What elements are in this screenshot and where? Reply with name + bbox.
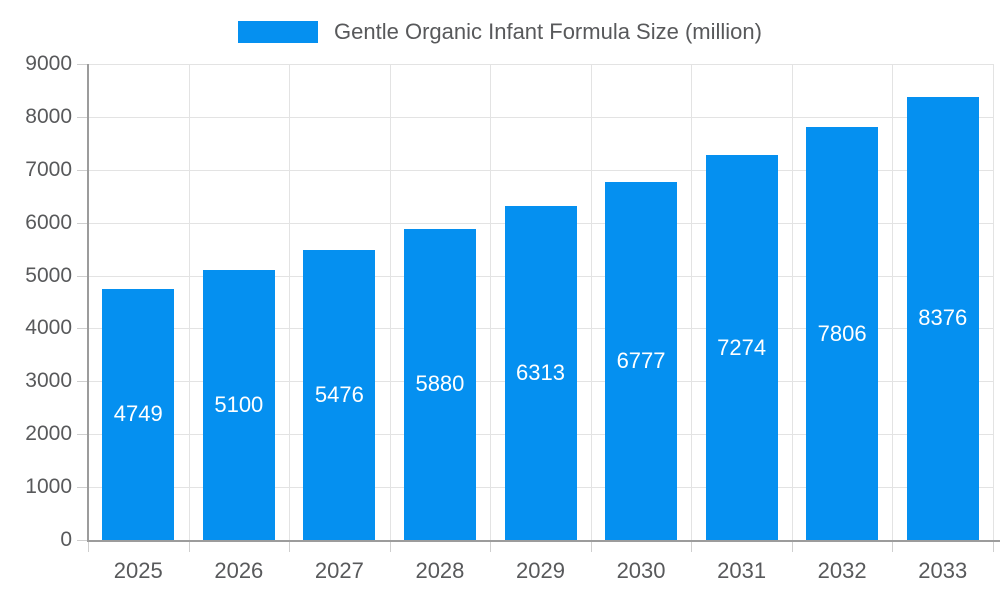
bar: 5880	[403, 229, 476, 540]
bar-value-label: 7806	[817, 320, 867, 346]
bar-value-label: 5880	[415, 371, 465, 397]
y-axis-tick	[77, 540, 87, 541]
bar: 5476	[303, 250, 376, 540]
bar-value-label: 4749	[113, 401, 163, 427]
x-axis-tick	[490, 542, 492, 552]
x-axis-label: 2031	[717, 558, 767, 583]
y-axis-tick	[77, 116, 87, 118]
x-axis-label: 2033	[918, 558, 968, 583]
plot-area: 0 1000 2000 3000 4000 5000 6000 7000 8000 9000 474…	[25, 52, 1000, 583]
legend-swatch	[238, 21, 319, 43]
x-axis-label: 2028	[415, 558, 465, 583]
bar-value-label: 6777	[616, 347, 666, 373]
y-axis-line	[87, 64, 89, 540]
bar-value-label: 6313	[516, 360, 565, 386]
y-axis-label: 7000	[25, 157, 72, 181]
x-gridline	[590, 64, 592, 540]
bar-value-label: 5476	[314, 382, 364, 408]
bar-value-label: 5100	[214, 392, 264, 418]
x-axis-label: 2027	[314, 558, 364, 583]
bar: 4749	[102, 288, 175, 540]
y-gridline	[88, 169, 993, 171]
y-axis-tick	[77, 275, 87, 277]
y-axis-label: 6000	[25, 210, 72, 234]
bar-value-label: 8376	[918, 305, 968, 331]
y-axis-label: 3000	[25, 369, 72, 393]
x-gridline	[691, 64, 693, 540]
x-axis-label: 2029	[516, 558, 565, 583]
x-axis-tick	[389, 542, 391, 552]
y-axis-label: 4000	[25, 316, 72, 340]
y-axis-label: 5000	[25, 263, 72, 287]
bar-value-label: 7274	[717, 334, 767, 360]
x-axis-tick	[88, 542, 89, 552]
x-axis-tick	[289, 542, 291, 552]
bar: 8376	[906, 97, 979, 540]
x-axis-tick	[791, 542, 793, 552]
bar: 6777	[605, 181, 678, 540]
bar: 7274	[705, 155, 778, 540]
x-gridline	[892, 64, 894, 540]
x-axis-line	[87, 540, 1000, 542]
x-gridline	[791, 64, 793, 540]
x-axis-tick	[188, 542, 190, 552]
bar: 5100	[202, 270, 275, 540]
x-gridline	[993, 64, 994, 540]
chart-legend: Gentle Organic Infant Formula Size (mill…	[0, 14, 1000, 50]
bar: 7806	[806, 127, 879, 540]
x-axis-tick	[590, 542, 592, 552]
y-axis-label: 2000	[25, 422, 72, 446]
legend-label: Gentle Organic Infant Formula Size (mill…	[334, 19, 762, 44]
y-gridline	[88, 64, 993, 65]
x-axis-tick	[993, 542, 994, 552]
bar: 6313	[504, 206, 577, 540]
x-axis-tick	[691, 542, 693, 552]
y-axis-label: 9000	[25, 52, 72, 75]
y-axis-label: 1000	[25, 475, 72, 499]
x-gridline	[490, 64, 492, 540]
x-axis-label: 2030	[616, 558, 666, 583]
x-axis-label: 2026	[214, 558, 264, 583]
x-gridline	[188, 64, 190, 540]
x-axis-label: 2032	[817, 558, 867, 583]
y-axis-label: 0	[60, 528, 72, 551]
y-axis-tick	[77, 434, 87, 436]
y-axis-tick	[77, 381, 87, 383]
y-axis-tick	[77, 328, 87, 330]
y-axis-tick	[77, 487, 87, 489]
x-axis-tick	[892, 542, 894, 552]
y-gridline	[88, 116, 993, 118]
x-axis-label: 2025	[113, 558, 163, 583]
x-gridline	[289, 64, 291, 540]
x-gridline	[389, 64, 391, 540]
y-axis-tick	[77, 64, 87, 65]
y-axis-tick	[77, 222, 87, 224]
y-axis-tick	[77, 169, 87, 171]
y-axis-label: 8000	[25, 104, 72, 128]
